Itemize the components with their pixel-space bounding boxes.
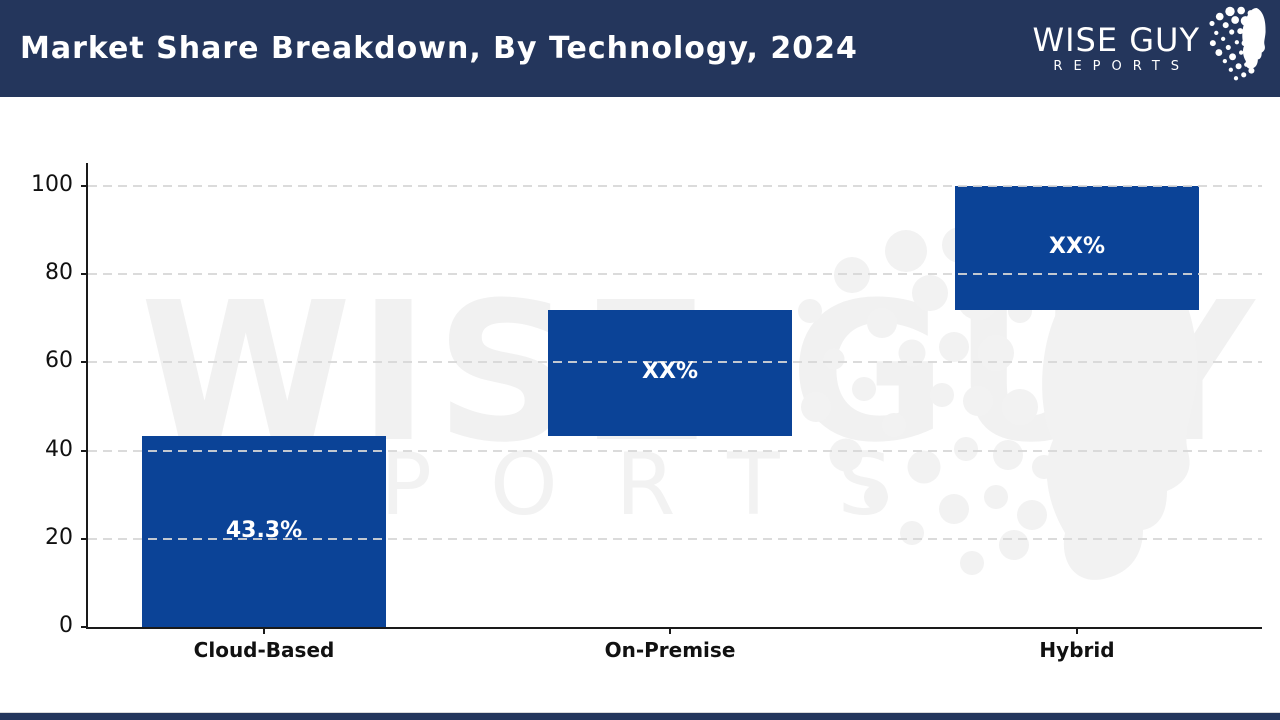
y-tick-label: 40 (45, 436, 73, 462)
y-tick-label: 0 (59, 613, 73, 638)
y-tick-mark (81, 537, 88, 540)
y-tick-mark (81, 273, 88, 276)
y-axis (86, 163, 88, 629)
gridline-y100 (88, 185, 1262, 187)
y-tick-label: 80 (45, 260, 73, 286)
y-tick-mark (81, 449, 88, 452)
wiseguy-logo: WISE GUY REPORTS (1032, 6, 1280, 92)
footer-divider (0, 712, 1280, 713)
x-tick-mark (263, 627, 265, 634)
y-tick-mark (81, 361, 88, 364)
x-axis (86, 627, 1262, 629)
bar-value-label: XX% (642, 358, 698, 384)
y-tick-label: 20 (45, 524, 73, 550)
wiseguy-face-icon (1206, 6, 1266, 92)
logo-wordmark: WISE GUY (1032, 21, 1200, 59)
page-title: Market Share Breakdown, By Technology, 2… (20, 31, 858, 66)
bar-hybrid (955, 186, 1199, 310)
x-tick-label: Hybrid (1039, 638, 1115, 662)
x-tick-mark (669, 627, 671, 634)
y-tick-mark (81, 185, 88, 187)
y-tick-label: 60 (45, 348, 73, 374)
footer-bar (0, 713, 1280, 720)
logo-subtitle: REPORTS (1053, 59, 1191, 74)
gridline-y60 (88, 361, 1262, 364)
header: Market Share Breakdown, By Technology, 2… (0, 0, 1280, 97)
bar-value-label: 43.3% (225, 517, 303, 543)
y-tick-mark (81, 626, 88, 628)
gridline-y80 (88, 273, 1262, 276)
y-tick-label: 100 (31, 172, 73, 197)
x-tick-label: On-Premise (604, 638, 736, 662)
x-tick-mark (1076, 627, 1078, 634)
x-tick-label: Cloud-Based (193, 638, 335, 662)
gridline-y40 (88, 449, 1262, 452)
bar-value-label: XX% (1049, 233, 1105, 259)
wiseguy-logo-text: WISE GUY REPORTS (1032, 24, 1200, 73)
gridline-y20 (88, 537, 1262, 540)
bar-cloud-based (142, 436, 386, 627)
bar-on-premise (548, 309, 792, 437)
